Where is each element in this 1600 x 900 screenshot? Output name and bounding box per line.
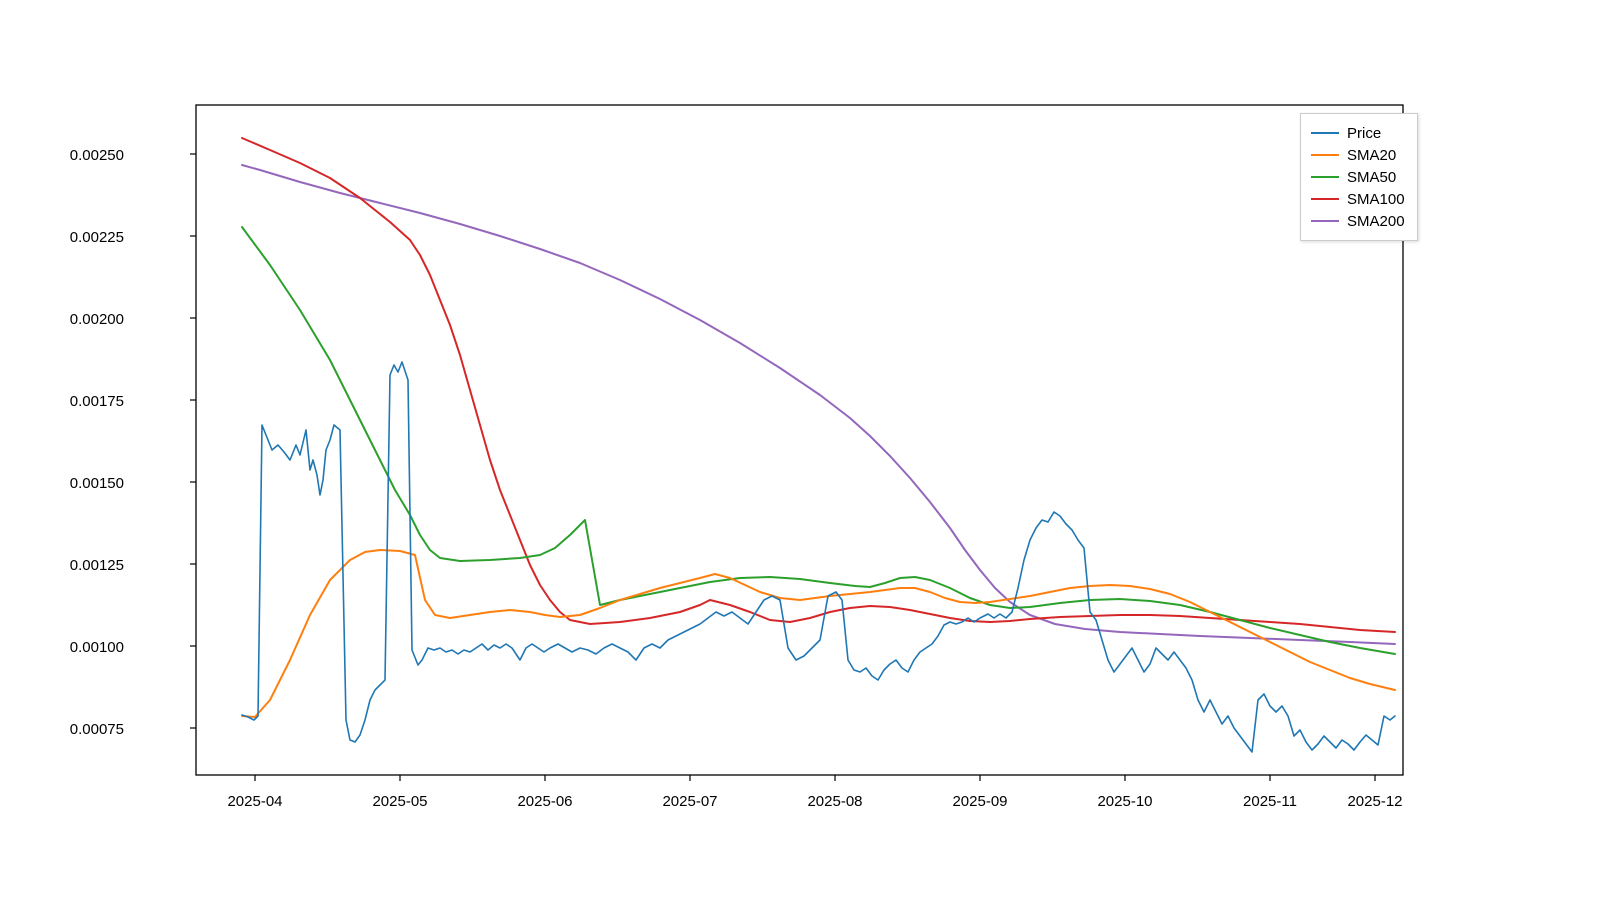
legend-swatch-sma100 <box>1311 198 1339 200</box>
legend-row-sma200[interactable]: SMA200 <box>1311 210 1405 232</box>
chart-legend[interactable]: Price SMA20 SMA50 SMA100 SMA200 <box>1300 113 1418 241</box>
legend-label-sma200: SMA200 <box>1347 213 1405 230</box>
legend-swatch-sma200 <box>1311 220 1339 222</box>
legend-swatch-sma50 <box>1311 176 1339 178</box>
series-line-sma200[interactable] <box>242 165 1395 644</box>
ytick-marks <box>190 154 196 728</box>
series-line-sma20[interactable] <box>242 550 1395 717</box>
chart-root: 0.00250 0.00225 0.00200 0.00175 0.00150 … <box>0 0 1600 900</box>
legend-label-sma20: SMA20 <box>1347 147 1396 164</box>
xtick-marks <box>255 775 1375 781</box>
legend-row-price[interactable]: Price <box>1311 122 1405 144</box>
legend-row-sma50[interactable]: SMA50 <box>1311 166 1405 188</box>
legend-label-sma100: SMA100 <box>1347 191 1405 208</box>
plot-frame <box>196 105 1403 775</box>
legend-swatch-sma20 <box>1311 154 1339 156</box>
legend-row-sma100[interactable]: SMA100 <box>1311 188 1405 210</box>
legend-row-sma20[interactable]: SMA20 <box>1311 144 1405 166</box>
legend-label-price: Price <box>1347 125 1381 142</box>
legend-label-sma50: SMA50 <box>1347 169 1396 186</box>
series-line-sma50[interactable] <box>242 227 1395 654</box>
legend-swatch-price <box>1311 132 1339 134</box>
